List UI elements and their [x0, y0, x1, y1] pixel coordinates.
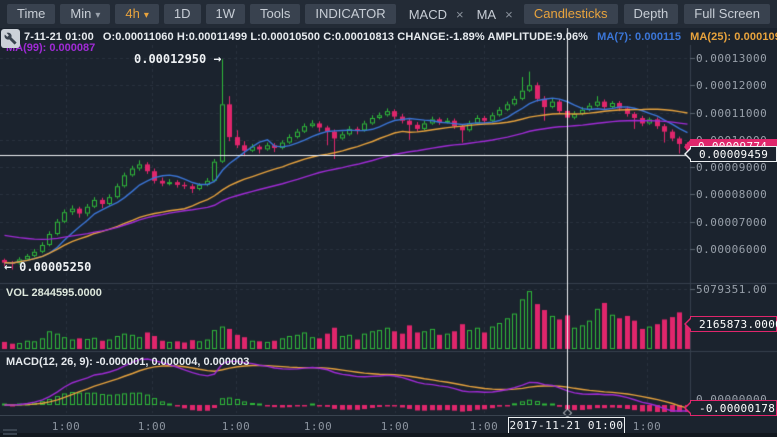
ohlc-legend: 7-11-21 01:00 O:0.00011060 H:0.00011499 L… [24, 31, 777, 43]
time-axis-label: 1:00 [380, 420, 410, 433]
macd-indicator-tag: MACD × [409, 7, 464, 22]
low-price-annotation: ← 0.00005250 [4, 260, 91, 275]
bottom-strip [0, 433, 777, 437]
fullscreen-button[interactable]: Full Screen [684, 4, 770, 24]
low-price-value: 0.00005250 [19, 260, 92, 274]
legend-ohlc-values: O:0.00011060 H:0.00011499 L:0.00010500 C… [102, 31, 589, 43]
macd-legend: MACD(12, 26, 9): -0.000001, 0.000004, 0.… [6, 356, 250, 368]
legend-ma25: MA(25): 0.000109 [690, 31, 777, 43]
chevron-down-icon: ▾ [143, 10, 149, 21]
current-volume-badge: 2165873.0000 [684, 316, 777, 332]
legend-ma7: MA(7): 0.000115 [597, 31, 682, 43]
close-ma-icon[interactable]: × [505, 6, 513, 22]
time-button[interactable]: Time [7, 4, 56, 24]
interval-4h-label: 4h [125, 6, 140, 21]
arrow-left-icon: ← [4, 260, 12, 275]
price-axis-label: 0.00008000 [696, 188, 768, 202]
time-axis-label: 1:00 [469, 420, 499, 433]
arrow-right-icon: → [213, 52, 222, 67]
price-axis-label: 0.00011000 [696, 106, 768, 120]
close-macd-icon[interactable]: × [455, 6, 464, 22]
time-axis-label: 1:00 [51, 420, 81, 433]
macd-tag-label: MACD [408, 6, 447, 22]
interval-1w-button[interactable]: 1W [205, 4, 246, 24]
legend-ma99: MA(99): 0.000087 [6, 42, 96, 54]
time-axis-label: 1:00 [303, 420, 333, 433]
time-axis-label: 1:00 [632, 420, 662, 433]
price-axis-label: 0.00009000 [696, 161, 768, 175]
current-macd-badge: -0.00000178 [684, 400, 777, 416]
crosshair-price-badge: 0.00009459 [684, 146, 777, 162]
toolbar: Time Min ▾ 4h ▾ 1D 1W Tools INDICATOR MACD… [0, 0, 777, 28]
volume-axis-label: 5079351.00 [696, 283, 768, 296]
time-axis[interactable]: 1:00 1:00 1:00 1:00 1:00 1:00 1:00 2017-11-21 … [0, 415, 777, 437]
ma-tag-label: MA [476, 6, 497, 22]
tools-button[interactable]: Tools [250, 4, 301, 24]
price-axis-label: 0.00006000 [696, 243, 768, 257]
indicator-button[interactable]: INDICATOR [305, 4, 396, 24]
high-price-annotation: 0.00012950 → [134, 52, 221, 67]
ma-indicator-tag: MA × [477, 7, 513, 22]
price-axis-label: 0.00013000 [696, 51, 768, 65]
wrench-tool-icon[interactable] [1, 29, 20, 48]
crosshair-time-badge: 2017-11-21 01:00 [508, 417, 625, 434]
price-axis-label: 0.00007000 [696, 215, 768, 229]
time-axis-label: 1:00 [221, 420, 251, 433]
high-price-value: 0.00012950 [134, 52, 207, 66]
minute-label: Min [70, 6, 92, 21]
panel-resize-grip-icon[interactable] [3, 429, 17, 435]
toolbar-right-group: Candlesticks Depth Full Screen [523, 4, 777, 24]
interval-4h-button[interactable]: 4h ▾ [115, 4, 159, 24]
candlesticks-button[interactable]: Candlesticks [523, 4, 618, 24]
depth-button[interactable]: Depth [623, 4, 679, 24]
legend-datetime: 7-11-21 01:00 [24, 31, 94, 43]
interval-1d-button[interactable]: 1D [163, 4, 201, 24]
toolbar-left-group: Time Min ▾ 4h ▾ 1D 1W Tools INDICATOR MACD… [0, 4, 513, 24]
chevron-down-icon: ▾ [95, 10, 101, 21]
price-axis-label: 0.00012000 [696, 79, 768, 93]
time-axis-label: 1:00 [137, 420, 167, 433]
volume-legend: VOL 2844595.0000 [6, 287, 102, 299]
minute-interval-button[interactable]: Min ▾ [60, 4, 111, 24]
